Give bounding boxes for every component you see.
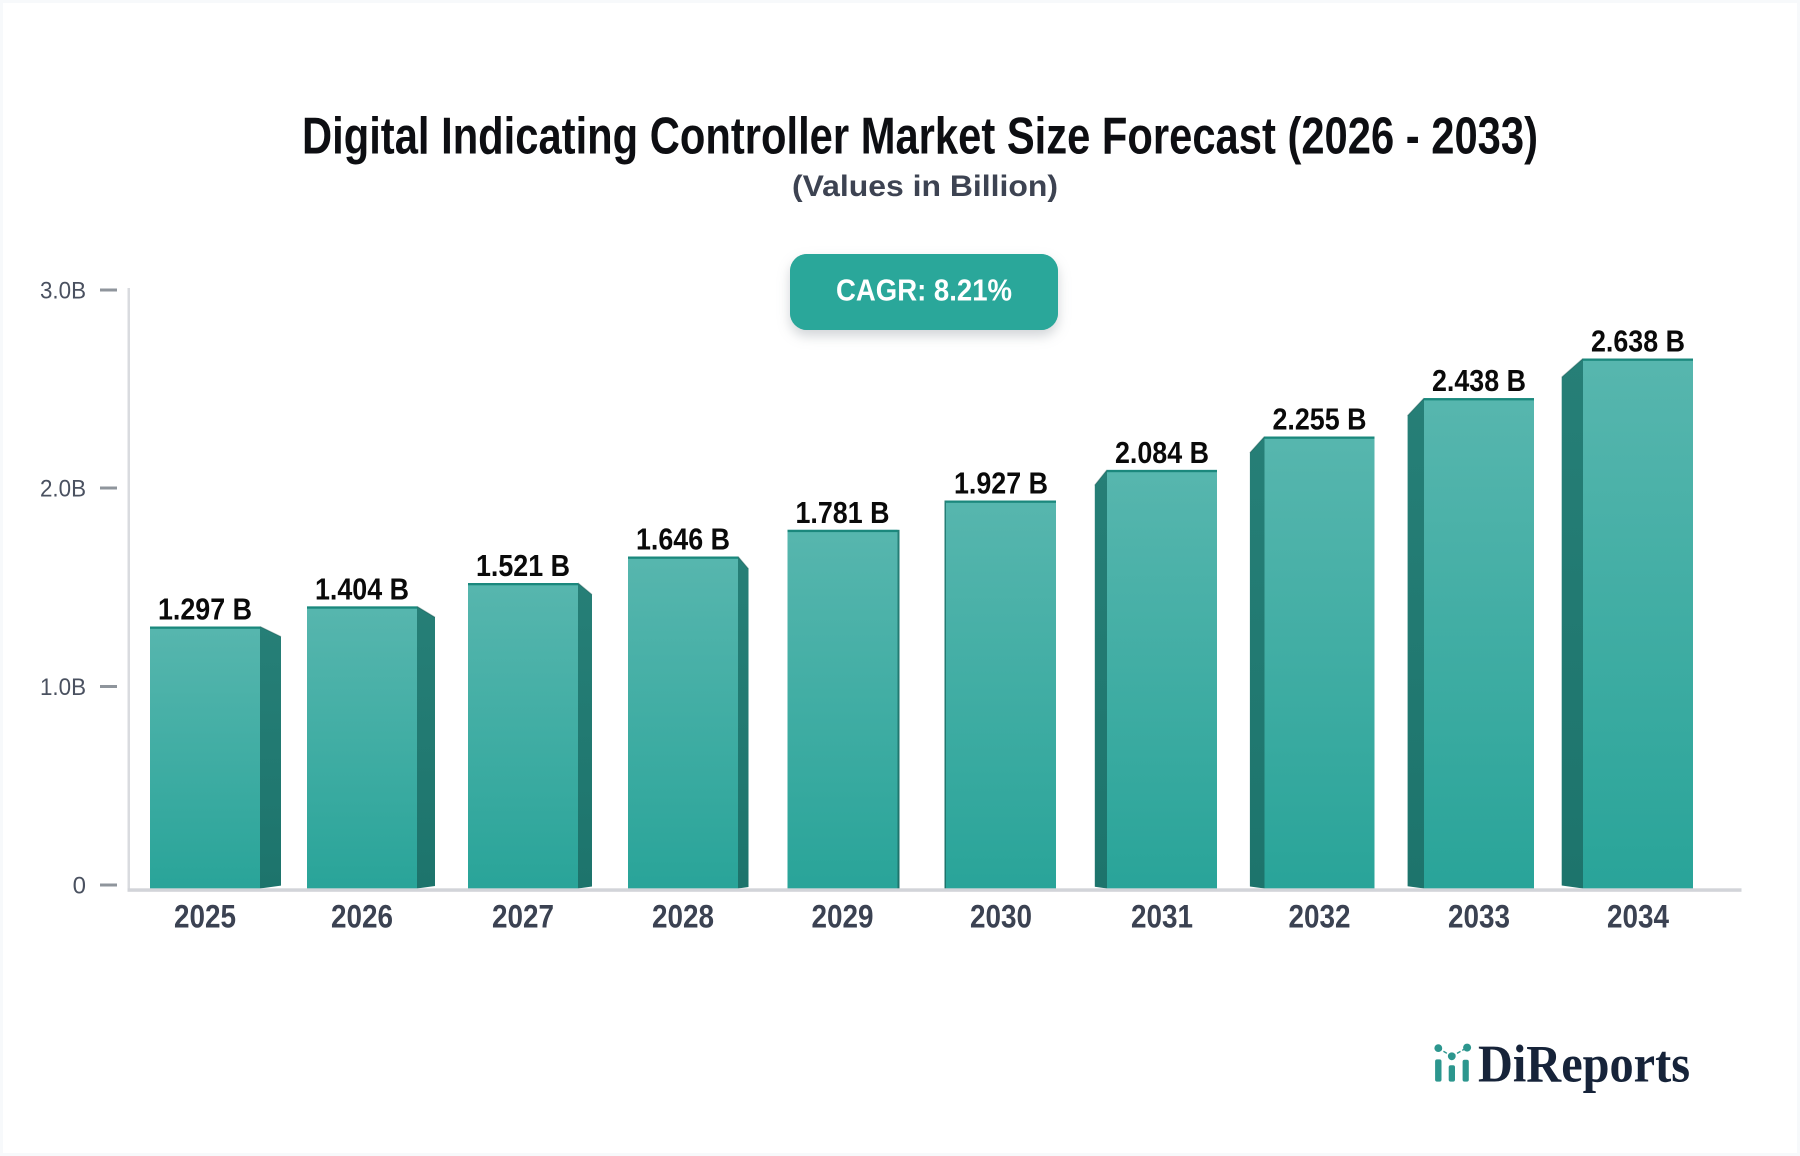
svg-text:2.0B: 2.0B (40, 476, 86, 503)
svg-text:DiReports: DiReports (1478, 1035, 1690, 1093)
svg-text:2.255 B: 2.255 B (1273, 402, 1367, 437)
svg-text:1.646 B: 1.646 B (636, 522, 730, 557)
svg-text:1.521 B: 1.521 B (476, 548, 570, 583)
svg-text:2034: 2034 (1607, 899, 1669, 935)
svg-text:Digital Indicating Controller: Digital Indicating Controller Market Siz… (302, 108, 1538, 166)
svg-text:2.084 B: 2.084 B (1115, 435, 1209, 470)
svg-text:2031: 2031 (1131, 899, 1193, 935)
svg-text:2026: 2026 (331, 899, 393, 935)
svg-text:2029: 2029 (812, 899, 874, 935)
svg-text:2032: 2032 (1289, 899, 1351, 935)
svg-text:1.781 B: 1.781 B (796, 495, 890, 530)
svg-text:(Values in Billion): (Values in Billion) (792, 170, 1058, 203)
svg-text:2030: 2030 (970, 899, 1032, 935)
svg-text:2028: 2028 (652, 899, 714, 935)
svg-text:1.0B: 1.0B (40, 674, 86, 701)
svg-text:2027: 2027 (492, 899, 554, 935)
svg-text:1.927 B: 1.927 B (954, 466, 1048, 501)
svg-text:0: 0 (73, 873, 86, 900)
svg-text:2.438 B: 2.438 B (1432, 363, 1526, 398)
svg-text:CAGR: 8.21%: CAGR: 8.21% (836, 273, 1012, 308)
svg-text:2033: 2033 (1448, 899, 1510, 935)
svg-text:2.638 B: 2.638 B (1591, 324, 1685, 359)
svg-text:2025: 2025 (174, 899, 236, 935)
svg-text:1.404 B: 1.404 B (315, 571, 409, 606)
svg-text:3.0B: 3.0B (40, 278, 86, 305)
svg-text:1.297 B: 1.297 B (158, 592, 252, 627)
